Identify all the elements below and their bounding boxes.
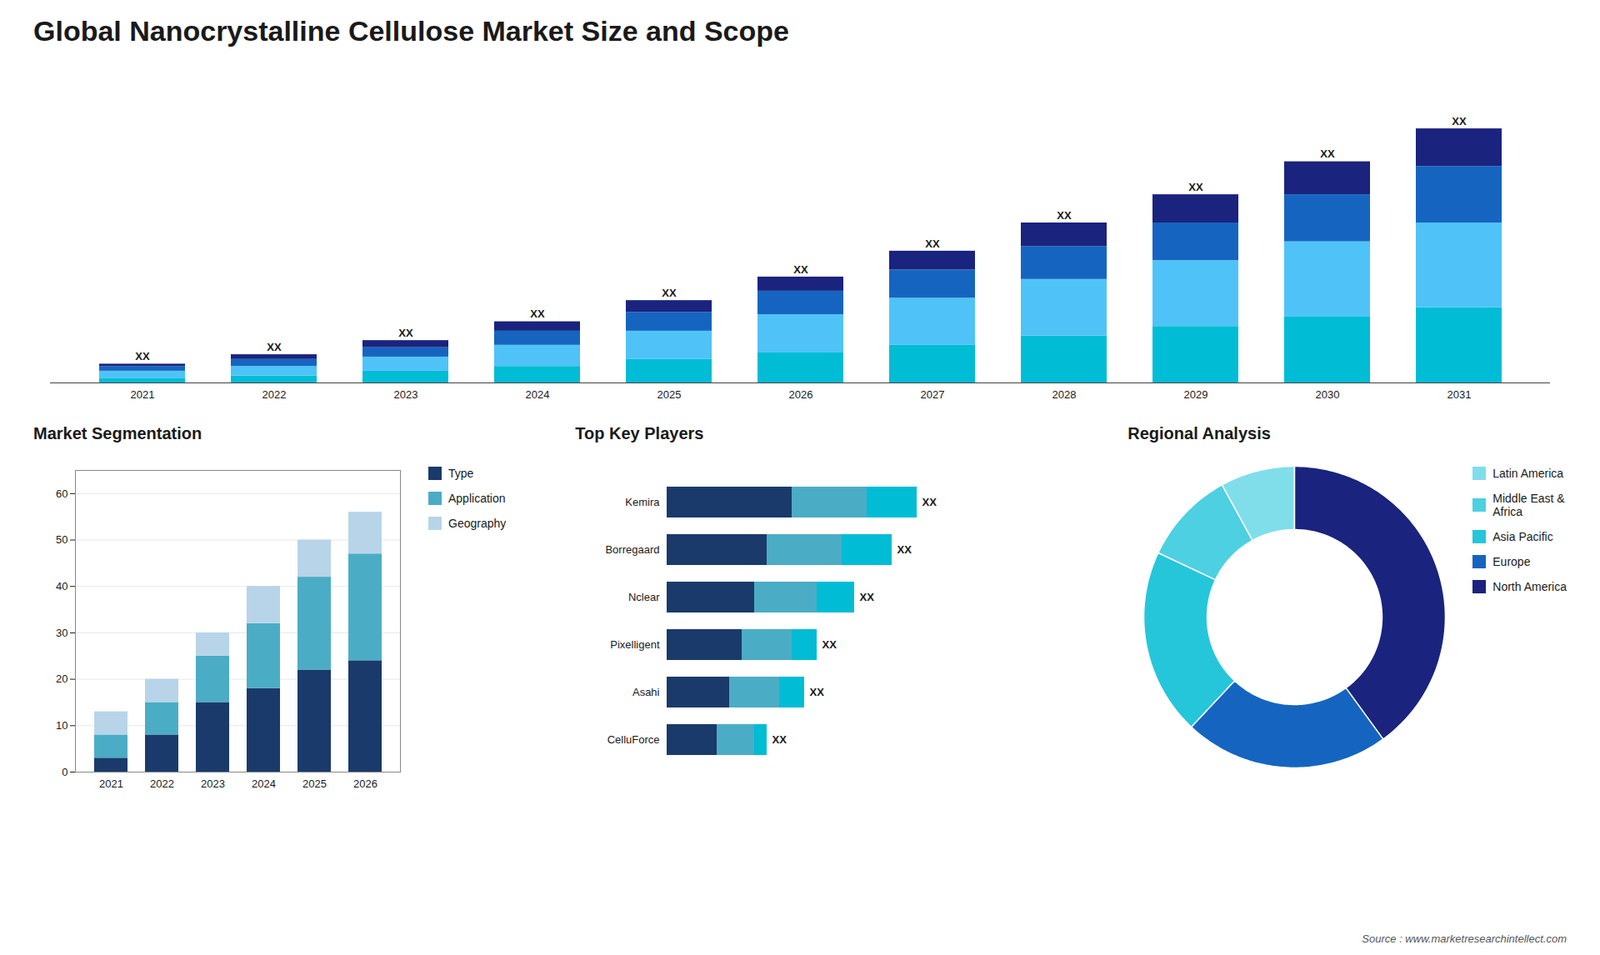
svg-text:40: 40 [55, 580, 68, 593]
html-text:Geography: Geography [448, 516, 507, 530]
html-text:Type: Type [448, 466, 474, 480]
svg-text:10: 10 [55, 719, 68, 732]
svg-text:2024: 2024 [525, 388, 550, 401]
svg-text:2028: 2028 [1052, 388, 1077, 401]
svg-text:XX: XX [793, 263, 809, 276]
svg-text:XX: XX [1451, 115, 1467, 128]
html-text:Middle East & Africa: Middle East & Africa [1492, 491, 1565, 519]
svg-text:XX: XX [661, 286, 677, 300]
svg-text:Asahi: Asahi [632, 685, 660, 699]
svg-text:2031: 2031 [1447, 388, 1472, 401]
svg-text:2029: 2029 [1184, 388, 1209, 401]
svg-text:50: 50 [55, 533, 68, 546]
svg-text:60: 60 [55, 487, 68, 500]
html-text:Latin America: Latin America [1492, 466, 1564, 480]
svg-text:2026: 2026 [789, 388, 814, 401]
svg-text:2026: 2026 [353, 777, 378, 790]
svg-text:Kemira: Kemira [625, 495, 661, 509]
svg-text:XX: XX [925, 237, 940, 250]
svg-text:30: 30 [55, 626, 68, 640]
svg-text:XX: XX [266, 340, 282, 354]
svg-text:2021: 2021 [99, 777, 124, 790]
html-text:Application: Application [448, 491, 506, 505]
html-text:Europe: Europe [1492, 555, 1531, 569]
svg-text:2027: 2027 [920, 388, 945, 401]
svg-text:XX: XX [530, 307, 545, 320]
svg-text:2023: 2023 [394, 388, 419, 401]
html-text:Top Key Players: Top Key Players [575, 424, 704, 443]
svg-text:2025: 2025 [657, 388, 682, 401]
html-text:Source : www.marketresearchint: Source : www.marketresearchintellect.com [1361, 932, 1567, 945]
svg-text:XX: XX [897, 543, 913, 556]
svg-text:XX: XX [398, 326, 414, 340]
svg-text:2022: 2022 [262, 388, 287, 401]
svg-text:Nclear: Nclear [628, 590, 660, 604]
svg-text:XX: XX [1320, 147, 1335, 160]
svg-text:CelluForce: CelluForce [607, 733, 660, 746]
svg-text:2030: 2030 [1315, 388, 1340, 401]
html-text:Regional Analysis: Regional Analysis [1127, 424, 1271, 443]
svg-text:XX: XX [860, 590, 875, 604]
html-text:Global Nanocrystalline Cellulo: Global Nanocrystalline Cellulose Market … [33, 15, 790, 47]
svg-text:0: 0 [61, 765, 68, 779]
html-text:Asia Pacific: Asia Pacific [1492, 530, 1553, 544]
svg-text:XX: XX [810, 685, 825, 699]
html-text:North America: North America [1492, 580, 1567, 594]
svg-text:XX: XX [922, 495, 938, 509]
svg-text:20: 20 [55, 672, 68, 685]
svg-text:XX: XX [822, 638, 838, 651]
svg-text:2023: 2023 [200, 777, 225, 790]
svg-text:XX: XX [135, 350, 150, 363]
html-text:Market Segmentation: Market Segmentation [33, 424, 202, 443]
svg-text:2022: 2022 [150, 777, 175, 790]
svg-text:Borregaard: Borregaard [605, 543, 660, 556]
svg-text:2024: 2024 [251, 777, 276, 790]
svg-text:2021: 2021 [130, 388, 155, 401]
svg-text:2025: 2025 [302, 777, 327, 790]
svg-text:Pixelligent: Pixelligent [610, 638, 661, 651]
svg-text:XX: XX [1056, 209, 1072, 222]
svg-text:XX: XX [772, 733, 788, 746]
svg-text:XX: XX [1188, 180, 1204, 194]
